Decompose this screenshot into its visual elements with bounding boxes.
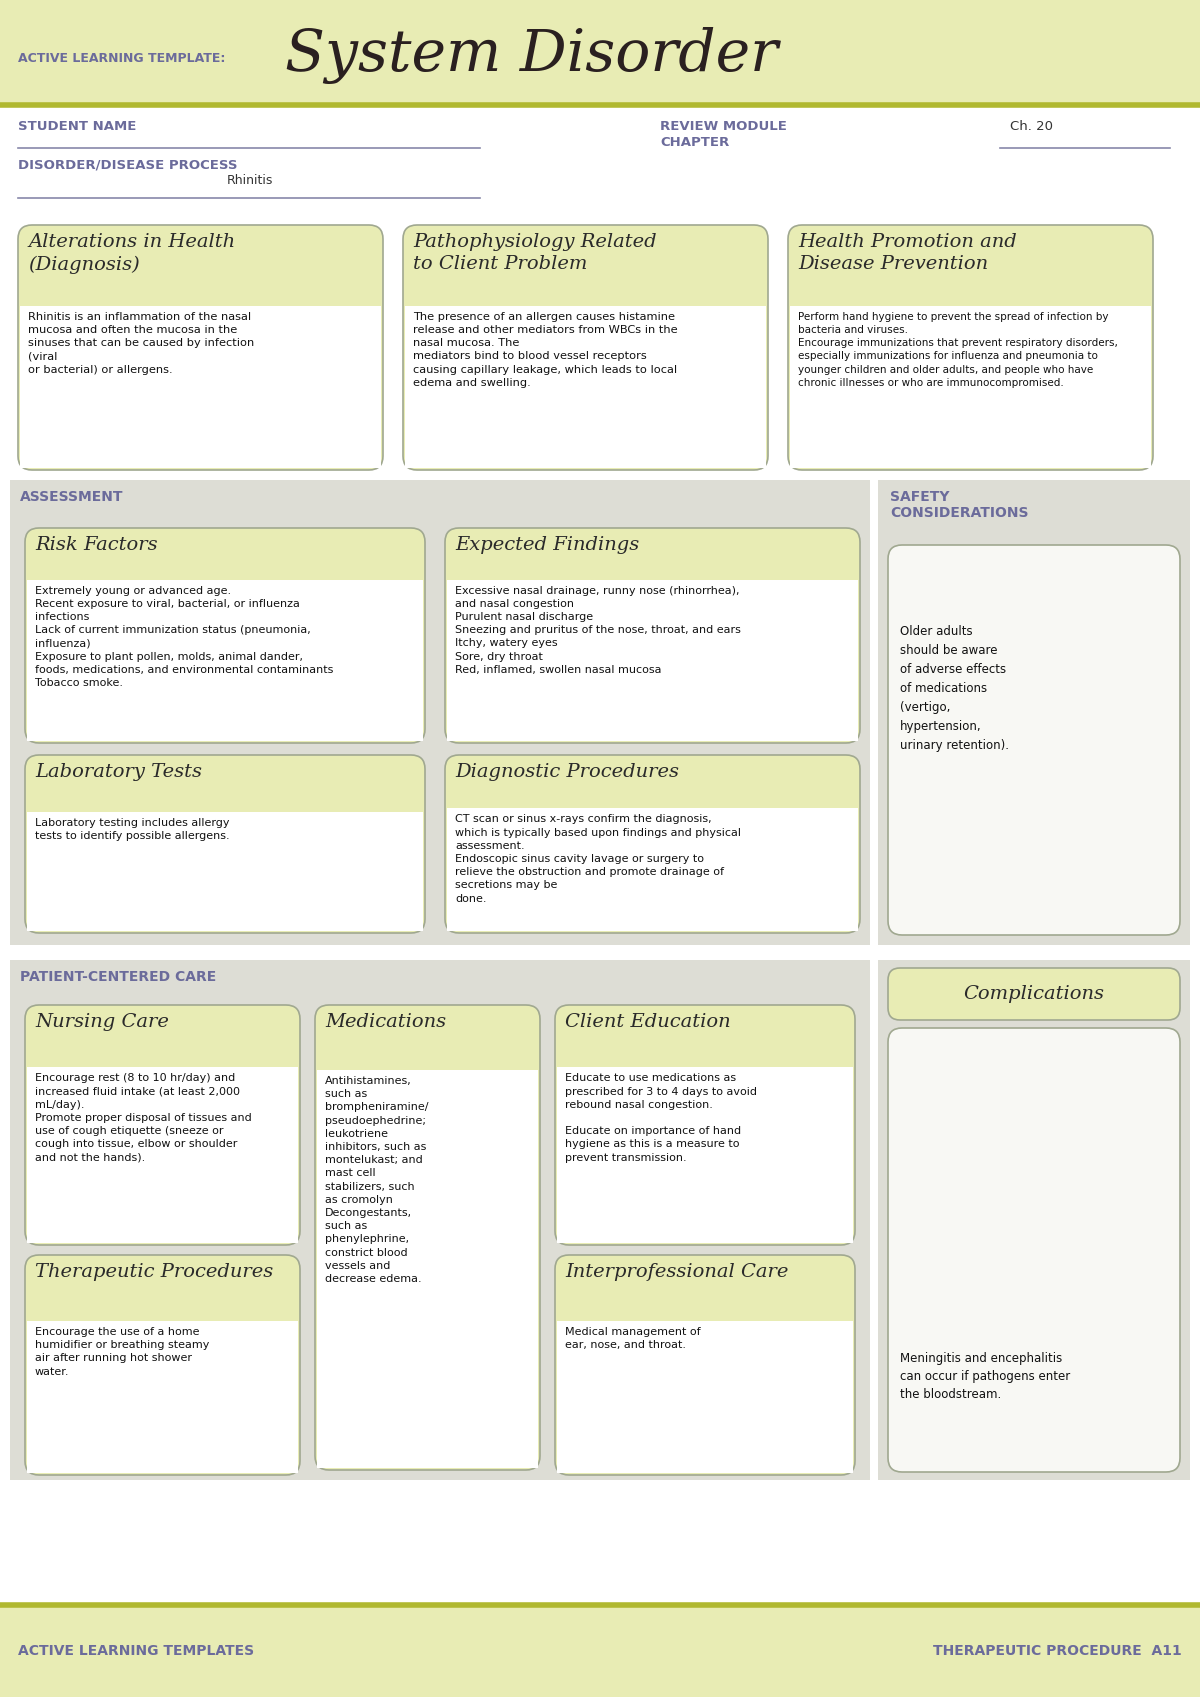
Bar <box>0 1605 1200 1697</box>
Text: Client Education: Client Education <box>565 1013 731 1032</box>
FancyBboxPatch shape <box>445 755 860 933</box>
Text: Ch. 20: Ch. 20 <box>1010 120 1054 132</box>
Text: Encourage rest (8 to 10 hr/day) and
increased fluid intake (at least 2,000
mL/da: Encourage rest (8 to 10 hr/day) and incr… <box>35 1074 252 1162</box>
Text: Diagnostic Procedures: Diagnostic Procedures <box>455 764 679 781</box>
Text: Encourage the use of a home
humidifier or breathing steamy
air after running hot: Encourage the use of a home humidifier o… <box>35 1327 209 1376</box>
Text: Excessive nasal drainage, runny nose (rhinorrhea),
and nasal congestion
Purulent: Excessive nasal drainage, runny nose (rh… <box>455 585 740 675</box>
FancyBboxPatch shape <box>18 226 383 470</box>
Bar <box>878 961 1190 1480</box>
Text: Complications: Complications <box>964 984 1104 1003</box>
FancyBboxPatch shape <box>888 967 1180 1020</box>
Text: Alterations in Health
(Diagnosis): Alterations in Health (Diagnosis) <box>28 232 235 273</box>
Bar <box>10 961 870 1480</box>
Text: Antihistamines,
such as
brompheniramine/
pseudoephedrine;
leukotriene
inhibitors: Antihistamines, such as brompheniramine/… <box>325 1076 428 1285</box>
Bar <box>557 1067 853 1242</box>
Text: Educate to use medications as
prescribed for 3 to 4 days to avoid
rebound nasal : Educate to use medications as prescribed… <box>565 1074 757 1162</box>
Text: DISORDER/DISEASE PROCESS: DISORDER/DISEASE PROCESS <box>18 158 238 171</box>
Text: Health Promotion and
Disease Prevention: Health Promotion and Disease Prevention <box>798 232 1016 273</box>
Text: PATIENT-CENTERED CARE: PATIENT-CENTERED CARE <box>20 971 216 984</box>
Text: Interprofessional Care: Interprofessional Care <box>565 1263 788 1281</box>
FancyBboxPatch shape <box>25 528 425 743</box>
Text: REVIEW MODULE
CHAPTER: REVIEW MODULE CHAPTER <box>660 120 787 149</box>
Text: THERAPEUTIC PROCEDURE  A11: THERAPEUTIC PROCEDURE A11 <box>934 1644 1182 1658</box>
Text: Therapeutic Procedures: Therapeutic Procedures <box>35 1263 274 1281</box>
Bar <box>10 480 870 945</box>
Bar <box>446 580 858 742</box>
Bar <box>317 1071 538 1468</box>
FancyBboxPatch shape <box>888 545 1180 935</box>
FancyBboxPatch shape <box>445 528 860 743</box>
Bar <box>878 480 1190 945</box>
FancyBboxPatch shape <box>788 226 1153 470</box>
Bar <box>0 0 1200 105</box>
FancyBboxPatch shape <box>25 755 425 933</box>
Bar <box>28 1320 298 1473</box>
Text: Medical management of
ear, nose, and throat.: Medical management of ear, nose, and thr… <box>565 1327 701 1351</box>
Text: Perform hand hygiene to prevent the spread of infection by
bacteria and viruses.: Perform hand hygiene to prevent the spre… <box>798 312 1118 389</box>
Text: Older adults
should be aware
of adverse effects
of medications
(vertigo,
hyperte: Older adults should be aware of adverse … <box>900 624 1009 752</box>
Bar <box>20 305 382 468</box>
Text: CT scan or sinus x-rays confirm the diagnosis,
which is typically based upon fin: CT scan or sinus x-rays confirm the diag… <box>455 815 742 903</box>
Text: Pathophysiology Related
to Client Problem: Pathophysiology Related to Client Proble… <box>413 232 656 273</box>
Bar <box>790 305 1151 468</box>
Text: Expected Findings: Expected Findings <box>455 536 640 553</box>
Text: SAFETY
CONSIDERATIONS: SAFETY CONSIDERATIONS <box>890 490 1028 521</box>
FancyBboxPatch shape <box>403 226 768 470</box>
FancyBboxPatch shape <box>25 1005 300 1246</box>
Bar <box>557 1320 853 1473</box>
Text: ACTIVE LEARNING TEMPLATES: ACTIVE LEARNING TEMPLATES <box>18 1644 254 1658</box>
Text: STUDENT NAME: STUDENT NAME <box>18 120 137 132</box>
Bar <box>28 1067 298 1242</box>
Text: Risk Factors: Risk Factors <box>35 536 157 553</box>
Bar <box>28 580 424 742</box>
FancyBboxPatch shape <box>554 1256 854 1475</box>
FancyBboxPatch shape <box>888 1028 1180 1471</box>
Text: Extremely young or advanced age.
Recent exposure to viral, bacterial, or influen: Extremely young or advanced age. Recent … <box>35 585 334 687</box>
Text: Laboratory testing includes allergy
tests to identify possible allergens.: Laboratory testing includes allergy test… <box>35 818 229 842</box>
Bar <box>28 811 424 932</box>
Bar <box>406 305 766 468</box>
Text: Laboratory Tests: Laboratory Tests <box>35 764 202 781</box>
Bar <box>446 808 858 932</box>
Text: Rhinitis: Rhinitis <box>227 175 274 187</box>
FancyBboxPatch shape <box>554 1005 854 1246</box>
Text: ACTIVE LEARNING TEMPLATE:: ACTIVE LEARNING TEMPLATE: <box>18 51 226 64</box>
FancyBboxPatch shape <box>314 1005 540 1470</box>
Text: The presence of an allergen causes histamine
release and other mediators from WB: The presence of an allergen causes hista… <box>413 312 678 389</box>
Text: Nursing Care: Nursing Care <box>35 1013 169 1032</box>
Text: System Disorder: System Disorder <box>286 27 778 83</box>
Text: ASSESSMENT: ASSESSMENT <box>20 490 124 504</box>
FancyBboxPatch shape <box>25 1256 300 1475</box>
Text: Meningitis and encephalitis
can occur if pathogens enter
the bloodstream.: Meningitis and encephalitis can occur if… <box>900 1353 1070 1402</box>
Text: Medications: Medications <box>325 1013 446 1032</box>
Text: Rhinitis is an inflammation of the nasal
mucosa and often the mucosa in the
sinu: Rhinitis is an inflammation of the nasal… <box>28 312 254 375</box>
